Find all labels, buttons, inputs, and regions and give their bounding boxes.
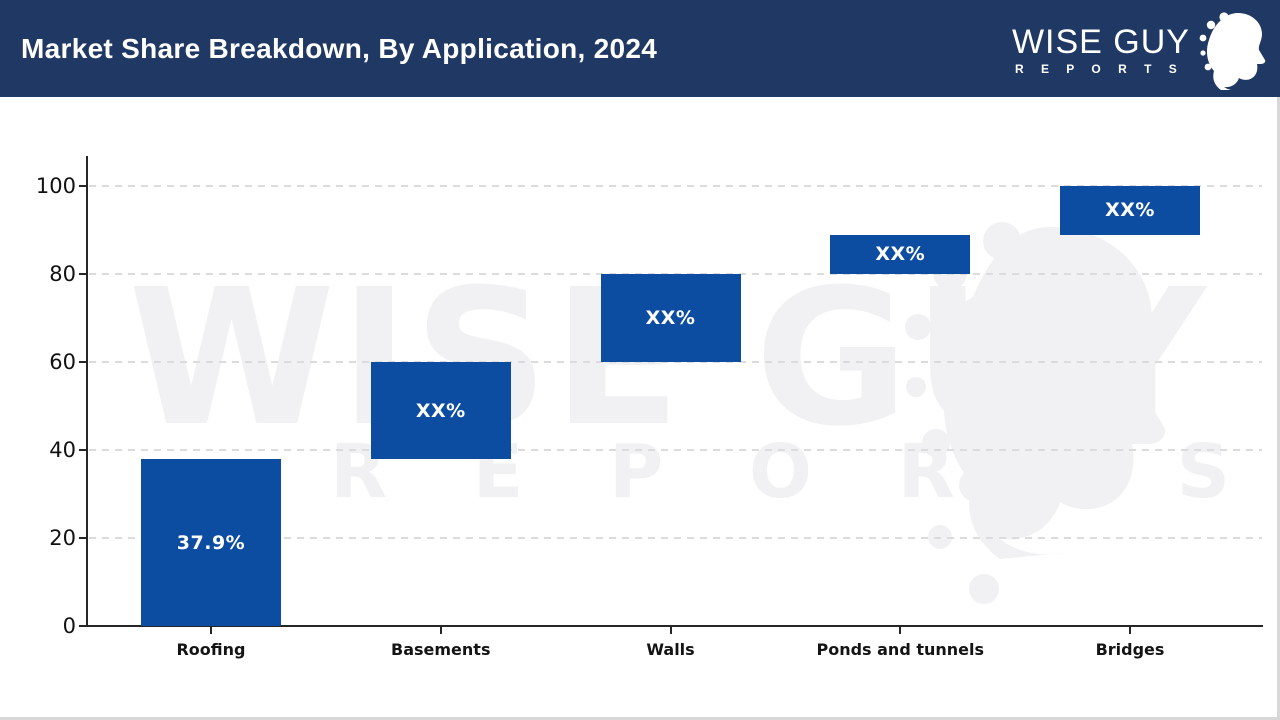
gridline-40 [89,449,1262,451]
y-tick-mark [79,273,87,275]
y-tick-label: 100 [35,174,76,198]
bottom-border [0,717,1280,720]
y-tick-mark [79,625,87,627]
brand-subtitle: R E P O R T S [1014,61,1184,76]
gridline-100 [89,185,1262,187]
chart-area: WISE GUY R E P O R T S 0 20 40 60 80 100 37.9%… [0,97,1280,720]
y-tick-label: 20 [49,526,76,550]
x-tick-mark [439,627,442,634]
header: Market Share Breakdown, By Application, … [0,0,1280,97]
chart-title: Market Share Breakdown, By Application, … [21,32,658,64]
y-axis [86,156,88,627]
brand-logo: WISE GUY R E P O R T S [1012,8,1268,92]
x-axis-label-walls: Walls [646,640,695,659]
y-tick-mark [79,361,87,363]
y-tick-label: 80 [49,262,76,286]
x-axis [86,625,1263,627]
x-axis-label-roofing: Roofing [176,640,246,659]
bar-walls: XX% [600,274,741,362]
y-tick-mark [79,185,87,187]
y-tick-mark [79,449,87,451]
x-axis-label-ponds-and-tunnels: Ponds and tunnels [816,640,985,659]
brand-text: WISE GUY R E P O R T S [1012,25,1190,76]
brand-head-icon [1199,12,1266,90]
x-axis-label-bridges: Bridges [1095,640,1165,659]
x-tick-mark [899,627,902,634]
x-tick-mark [210,627,212,634]
bar-basements: XX% [370,362,511,460]
bar-ponds-and-tunnels: XX% [830,234,971,274]
y-tick-label: 40 [49,438,76,462]
x-tick-mark [1129,627,1131,634]
bar-bridges: XX% [1060,186,1200,235]
bar-value-label-roofing: 37.9% [176,531,246,554]
bar-value-label-walls: XX% [645,307,696,329]
gridline-20 [89,537,1262,539]
bar-value-label-bridges: XX% [1105,199,1155,222]
y-tick-label: 60 [49,350,76,374]
gridline-60 [89,361,1262,363]
bar-roofing: 37.9% [141,459,281,626]
right-border [1277,97,1280,720]
brand-name: WISE GUY [1011,22,1190,61]
bar-value-label-basements: XX% [415,399,466,422]
y-tick-label: 0 [62,614,76,638]
x-axis-label-basements: Basements [391,640,491,659]
bar-value-label-ponds-and-tunnels: XX% [875,243,926,266]
x-tick-mark [669,627,672,634]
y-tick-mark [79,537,87,539]
